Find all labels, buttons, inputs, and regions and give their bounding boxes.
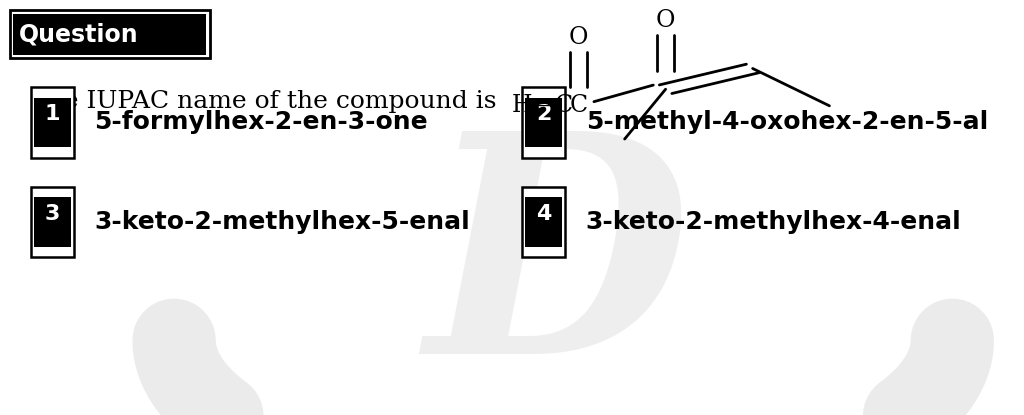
Text: 3-keto-2-methylhex-5-enal: 3-keto-2-methylhex-5-enal — [94, 210, 470, 234]
Text: 3-keto-2-methylhex-4-enal: 3-keto-2-methylhex-4-enal — [586, 210, 962, 234]
Bar — [522, 87, 565, 158]
Text: O: O — [568, 26, 589, 49]
Bar — [13, 14, 206, 55]
Text: C: C — [569, 94, 588, 117]
Bar — [34, 197, 71, 247]
Bar — [525, 98, 562, 147]
Text: 5-formylhex-2-en-3-one: 5-formylhex-2-en-3-one — [94, 110, 428, 134]
Text: 2: 2 — [536, 104, 552, 124]
Text: 5-methyl-4-oxohex-2-en-5-al: 5-methyl-4-oxohex-2-en-5-al — [586, 110, 988, 134]
Bar — [10, 10, 210, 58]
Bar — [525, 197, 562, 247]
Text: O: O — [655, 9, 676, 32]
Bar — [31, 87, 74, 158]
Text: H—C: H—C — [511, 94, 573, 117]
Text: 3: 3 — [44, 204, 60, 224]
Text: D: D — [426, 122, 690, 415]
Bar — [31, 187, 74, 257]
Bar — [522, 187, 565, 257]
Text: Question: Question — [18, 22, 138, 46]
Text: 4: 4 — [536, 204, 552, 224]
Text: The IUPAC name of the compound is: The IUPAC name of the compound is — [31, 90, 497, 113]
Text: 1: 1 — [44, 104, 60, 124]
Bar — [34, 98, 71, 147]
